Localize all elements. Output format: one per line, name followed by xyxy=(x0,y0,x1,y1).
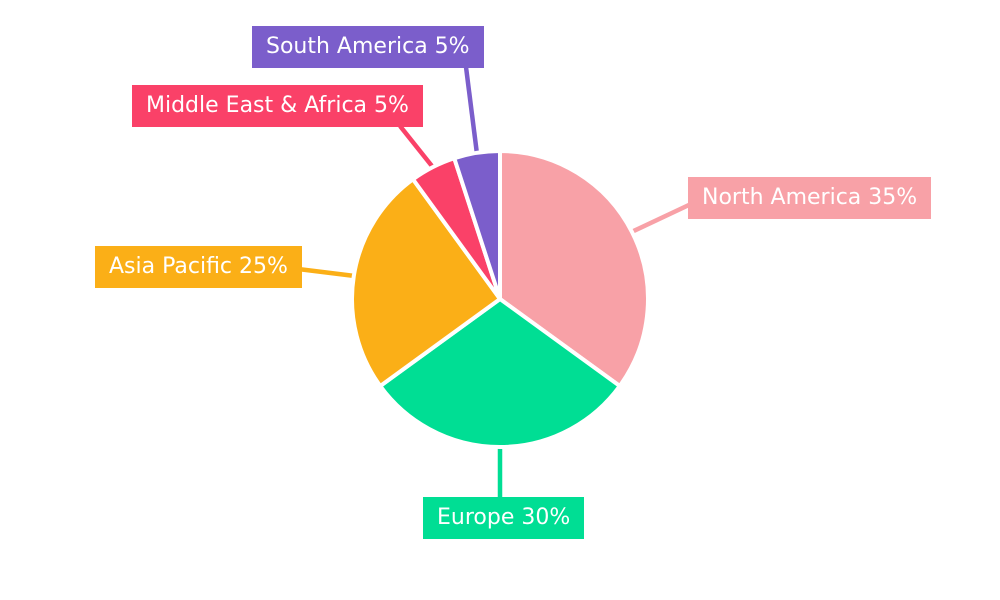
leader-line-middle-east-africa xyxy=(398,124,435,169)
leader-line-south-america xyxy=(463,66,480,154)
label-europe: Europe 30% xyxy=(423,497,585,539)
label-middle-east-africa: Middle East & Africa 5% xyxy=(132,85,423,127)
pie-slice-asia-pacific xyxy=(350,177,502,388)
leader-line-north-america xyxy=(630,201,692,234)
pie-slices xyxy=(350,149,650,449)
label-asia-pacific: Asia Pacific 25% xyxy=(95,246,302,288)
leader-lines xyxy=(289,66,692,499)
pie-slice-europe xyxy=(378,297,622,449)
label-north-america: North America 35% xyxy=(688,177,932,219)
label-south-america: South America 5% xyxy=(252,26,484,68)
pie-slice-south-america xyxy=(452,149,502,301)
pie-slice-north-america xyxy=(498,149,650,388)
